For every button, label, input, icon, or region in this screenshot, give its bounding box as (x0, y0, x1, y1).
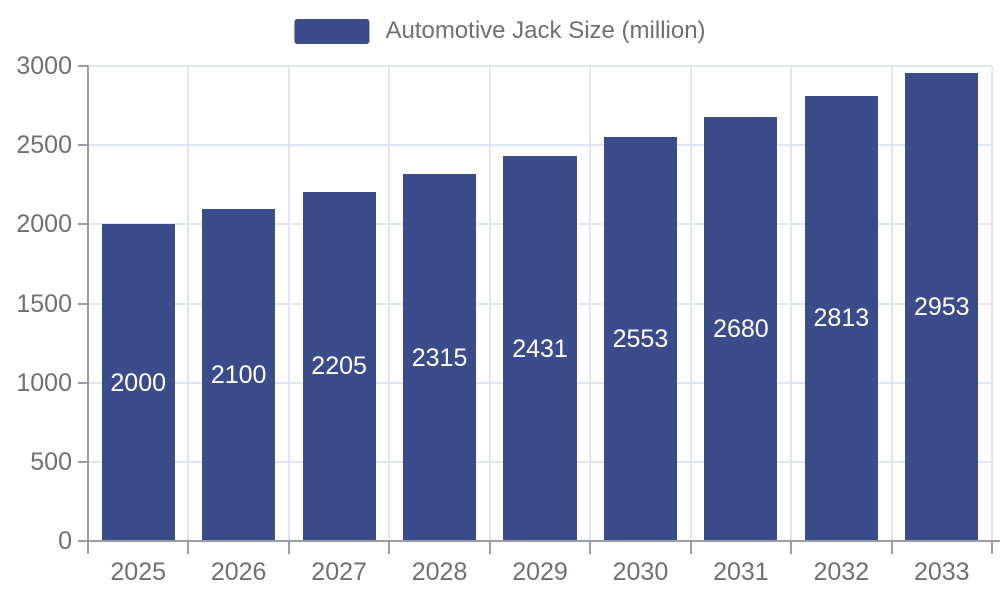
x-gridline (589, 66, 592, 541)
x-gridline (187, 66, 190, 541)
y-axis-tick (78, 540, 88, 542)
x-axis-tick (890, 541, 893, 554)
x-axis-label: 2032 (813, 558, 870, 586)
y-axis-label: 1000 (16, 368, 72, 397)
y-axis-tick (78, 302, 88, 305)
y-axis-tick (78, 223, 88, 226)
y-axis-label: 500 (30, 447, 72, 476)
bar-value-label: 2100 (210, 360, 267, 389)
bar[interactable] (704, 116, 778, 541)
x-axis-line (87, 540, 1000, 542)
bar-value-label: 2431 (512, 334, 568, 363)
y-axis-tick (78, 460, 88, 463)
x-gridline (991, 66, 993, 541)
legend-swatch (294, 18, 370, 44)
x-gridline (388, 66, 391, 541)
bar-value-label: 2205 (311, 352, 367, 381)
bar-value-label: 2315 (411, 343, 468, 372)
legend-label: Automotive Jack Size (million) (385, 17, 706, 44)
x-axis-label: 2028 (411, 558, 468, 586)
bar[interactable] (403, 174, 477, 541)
x-axis-label: 2026 (210, 558, 267, 586)
x-axis-label: 2027 (311, 558, 367, 586)
y-axis-label: 2000 (16, 210, 72, 239)
bar-value-label: 2813 (813, 304, 870, 333)
x-axis-tick (87, 541, 89, 554)
y-axis-label: 3000 (16, 52, 72, 80)
bar[interactable] (202, 208, 276, 541)
x-axis-label: 2030 (612, 558, 669, 586)
x-gridline (287, 66, 290, 541)
y-axis-tick (78, 65, 88, 67)
y-axis-label: 2500 (16, 131, 72, 160)
bar[interactable] (603, 136, 677, 541)
bar-value-label: 2553 (612, 324, 669, 353)
y-axis-label: 0 (58, 527, 72, 555)
x-axis-tick (589, 541, 592, 554)
y-axis-line (87, 66, 89, 543)
x-axis-label: 2025 (110, 558, 167, 586)
x-gridline (890, 66, 893, 541)
x-gridline (488, 66, 491, 541)
x-axis-tick (187, 541, 190, 554)
y-axis-tick (78, 381, 88, 384)
bar[interactable] (804, 95, 878, 541)
y-gridline (88, 65, 992, 67)
x-axis-tick (488, 541, 491, 554)
x-axis-tick (689, 541, 692, 554)
bar[interactable] (302, 191, 376, 541)
x-axis-tick (991, 541, 993, 554)
x-axis-label: 2033 (913, 558, 970, 586)
x-axis-label: 2031 (713, 558, 769, 586)
bar-value-label: 2953 (913, 293, 970, 322)
bar-value-label: 2000 (110, 368, 167, 397)
x-gridline (689, 66, 692, 541)
x-axis-tick (790, 541, 793, 554)
bar[interactable] (503, 156, 577, 541)
bar[interactable] (101, 224, 175, 541)
y-axis-label: 1500 (16, 289, 72, 318)
bar[interactable] (905, 73, 979, 541)
x-axis-tick (287, 541, 290, 554)
x-gridline (790, 66, 793, 541)
x-axis-label: 2029 (512, 558, 568, 586)
x-axis-tick (388, 541, 391, 554)
legend-item[interactable]: Automotive Jack Size (million) (294, 17, 706, 45)
bar-value-label: 2680 (713, 314, 769, 343)
y-gridline (88, 144, 992, 147)
y-axis-tick (78, 144, 88, 147)
